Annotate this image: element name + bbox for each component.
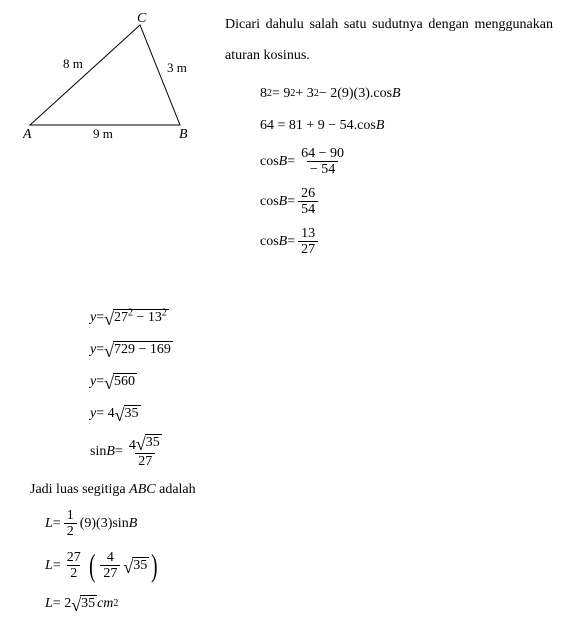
y-line-2: y = √729 − 169	[90, 336, 553, 364]
conclusion-text: Jadi luas segitiga ABC adalah	[30, 482, 553, 498]
side-bc-label: 3 m	[167, 60, 187, 75]
cos-line-2: 64 = 81 + 9 − 54.cos B	[260, 112, 553, 140]
y-equations: y = √272 − 132 y = √729 − 169 y = √560 y…	[90, 304, 553, 472]
area-line-3: L = 2 √35 cm2	[45, 590, 553, 618]
cos-line-3: cos B = 64 − 90− 54	[260, 144, 553, 180]
area-line-2: L = 272 ( 427 √35 )	[45, 546, 553, 586]
cosine-equations: 82 = 92 + 32 − 2(9)(3).cos B 64 = 81 + 9…	[260, 80, 553, 260]
side-ac-label: 8 m	[63, 56, 83, 71]
vertex-b-label: B	[179, 127, 188, 142]
y-line-3: y = √560	[90, 368, 553, 396]
side-ab-label: 9 m	[93, 126, 113, 141]
vertex-c-label: C	[137, 11, 147, 26]
y-line-4: y = 4 √35	[90, 400, 553, 428]
vertex-a-label: A	[22, 127, 32, 142]
y-line-1: y = √272 − 132	[90, 304, 553, 332]
cos-line-4: cos B = 2654	[260, 184, 553, 220]
sin-b-line: sin B = 4√35 27	[90, 432, 553, 472]
cos-line-5: cos B = 1327	[260, 224, 553, 260]
intro-text: Dicari dahulu salah satu sudutnya dengan…	[225, 10, 553, 72]
triangle-figure: A B C 8 m 3 m 9 m	[15, 10, 215, 150]
cos-line-1: 82 = 92 + 32 − 2(9)(3).cos B	[260, 80, 553, 108]
area-line-1: L = 12 (9)(3)sin B	[45, 506, 553, 542]
